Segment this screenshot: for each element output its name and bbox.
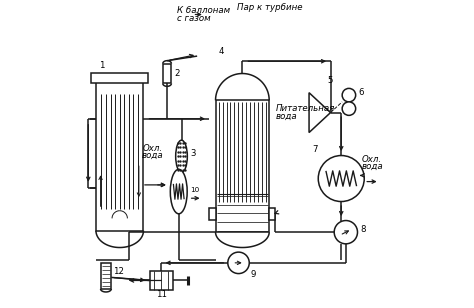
Text: вода: вода <box>142 151 164 160</box>
Text: 8: 8 <box>361 225 366 234</box>
Bar <box>91 73 148 83</box>
Bar <box>269 208 275 220</box>
Text: 5: 5 <box>328 76 333 86</box>
Circle shape <box>228 252 249 274</box>
Text: 2: 2 <box>174 68 180 78</box>
Circle shape <box>342 88 356 102</box>
Text: вода: вода <box>361 162 383 171</box>
Text: 6: 6 <box>359 88 364 97</box>
Text: 12: 12 <box>113 268 124 277</box>
Circle shape <box>334 221 357 244</box>
Text: 11: 11 <box>155 290 167 298</box>
Circle shape <box>342 102 356 116</box>
Ellipse shape <box>176 140 187 172</box>
Text: с газом: с газом <box>177 14 211 22</box>
Ellipse shape <box>170 169 187 214</box>
Circle shape <box>318 156 364 201</box>
Bar <box>216 100 269 232</box>
Text: К баллонам: К баллонам <box>177 6 230 15</box>
Text: вода: вода <box>275 112 297 121</box>
Text: 1: 1 <box>100 61 105 70</box>
Bar <box>150 270 173 290</box>
Polygon shape <box>309 93 330 132</box>
Bar <box>210 208 216 220</box>
Text: Питательная: Питательная <box>275 104 335 113</box>
Text: 3: 3 <box>191 149 196 158</box>
Text: 4: 4 <box>219 47 224 56</box>
Text: Охл.: Охл. <box>361 155 381 164</box>
Text: 7: 7 <box>312 145 318 155</box>
Text: 9: 9 <box>251 270 256 279</box>
Bar <box>100 263 111 289</box>
Bar <box>163 63 172 83</box>
Text: Пар к турбине: Пар к турбине <box>237 3 302 12</box>
Text: Охл.: Охл. <box>143 144 163 153</box>
Bar <box>96 82 144 231</box>
Text: 10: 10 <box>190 187 200 192</box>
